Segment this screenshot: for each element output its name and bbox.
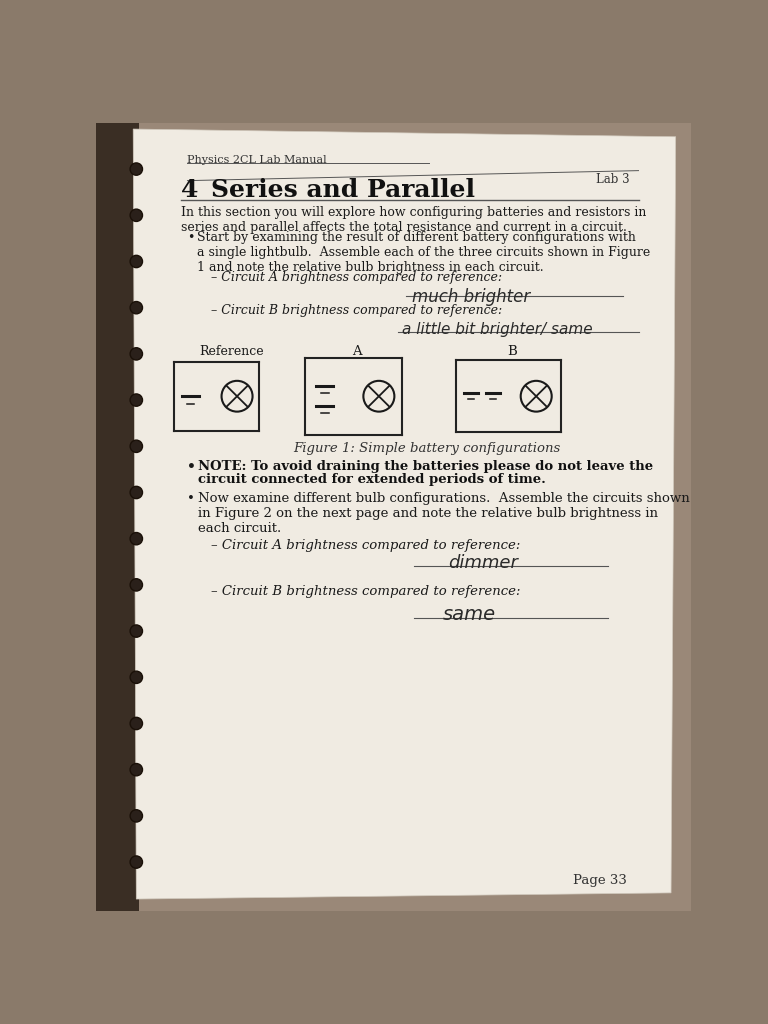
Text: A: A bbox=[352, 345, 362, 357]
Circle shape bbox=[130, 163, 143, 175]
Text: – Circuit B brightness compared to reference:: – Circuit B brightness compared to refer… bbox=[210, 585, 520, 598]
Circle shape bbox=[130, 440, 143, 453]
Text: •: • bbox=[187, 460, 197, 474]
Circle shape bbox=[130, 579, 143, 591]
Circle shape bbox=[130, 301, 143, 313]
Circle shape bbox=[130, 394, 143, 407]
Text: Page 33: Page 33 bbox=[573, 873, 627, 887]
Circle shape bbox=[130, 625, 143, 637]
Circle shape bbox=[130, 209, 143, 221]
Text: circuit connected for extended periods of time.: circuit connected for extended periods o… bbox=[198, 473, 546, 486]
Text: Lab 3: Lab 3 bbox=[596, 173, 630, 186]
Text: In this section you will explore how configuring batteries and resistors in
seri: In this section you will explore how con… bbox=[181, 206, 647, 234]
Circle shape bbox=[130, 348, 143, 360]
Text: Start by examining the result of different battery configurations with
a single : Start by examining the result of differe… bbox=[197, 230, 650, 273]
Text: – Circuit B brightness compared to reference:: – Circuit B brightness compared to refer… bbox=[210, 304, 502, 316]
Text: 4: 4 bbox=[181, 178, 199, 203]
Circle shape bbox=[130, 810, 143, 822]
Text: much brighter: much brighter bbox=[412, 289, 531, 306]
Circle shape bbox=[130, 255, 143, 267]
Text: same: same bbox=[443, 605, 496, 624]
Text: Physics 2CL Lab Manual: Physics 2CL Lab Manual bbox=[187, 156, 327, 165]
Text: Reference: Reference bbox=[199, 345, 263, 357]
Text: Now examine different bulb configurations.  Assemble the circuits shown
in Figur: Now examine different bulb configuration… bbox=[198, 493, 690, 536]
Text: – Circuit A brightness compared to reference:: – Circuit A brightness compared to refer… bbox=[210, 539, 520, 552]
Text: B: B bbox=[507, 345, 517, 357]
Text: a little bit brighter/ same: a little bit brighter/ same bbox=[402, 322, 593, 337]
Text: NOTE: To avoid draining the batteries please do not leave the: NOTE: To avoid draining the batteries pl… bbox=[198, 460, 654, 473]
Circle shape bbox=[130, 856, 143, 868]
Circle shape bbox=[130, 486, 143, 499]
Circle shape bbox=[130, 718, 143, 730]
Circle shape bbox=[130, 532, 143, 545]
Polygon shape bbox=[133, 129, 676, 899]
Text: •: • bbox=[187, 230, 195, 244]
Text: Series and Parallel: Series and Parallel bbox=[210, 178, 475, 203]
Text: dimmer: dimmer bbox=[449, 554, 518, 572]
Bar bbox=[96, 123, 139, 911]
Circle shape bbox=[130, 764, 143, 776]
Text: •: • bbox=[187, 493, 195, 506]
Text: – Circuit A brightness compared to reference:: – Circuit A brightness compared to refer… bbox=[210, 271, 502, 285]
Circle shape bbox=[130, 671, 143, 683]
Text: Figure 1: Simple battery configurations: Figure 1: Simple battery configurations bbox=[293, 442, 561, 456]
